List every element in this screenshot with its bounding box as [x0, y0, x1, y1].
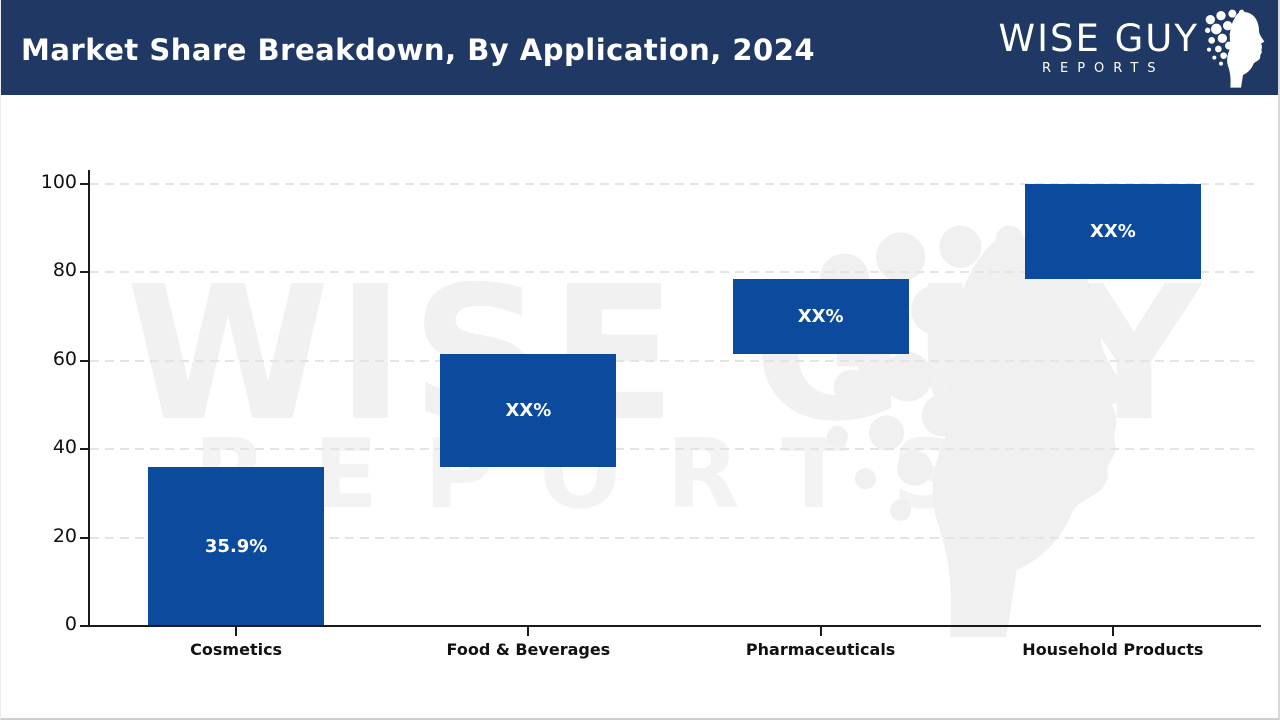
gridline-y-40 [90, 448, 1259, 451]
wise-guy-reports-logo: WISE GUY REPORTS [999, 4, 1275, 92]
y-tick-mark-0 [80, 625, 89, 627]
y-tick-label-40: 40 [52, 436, 77, 459]
x-axis-line [88, 625, 1261, 627]
x-tick-mark-food-beverages [527, 627, 530, 636]
y-tick-mark-40 [80, 448, 89, 451]
x-tick-mark-cosmetics [235, 627, 238, 636]
bar-pharmaceuticals: XX% [732, 278, 909, 355]
bar-cosmetics: 35.9% [148, 467, 325, 626]
gridline-y-100 [90, 183, 1259, 185]
y-tick-mark-60 [80, 359, 89, 362]
logo-text: WISE GUY REPORTS [998, 17, 1199, 76]
y-tick-mark-100 [80, 183, 89, 185]
y-tick-mark-20 [80, 536, 89, 539]
bar-household-products: XX% [1024, 184, 1201, 279]
gridline-y-80 [90, 271, 1259, 274]
y-tick-label-0: 0 [64, 613, 77, 635]
header-bar: Market Share Breakdown, By Application, … [1, 0, 1278, 95]
logo-wiseguy-label: WISE GUY [998, 17, 1199, 60]
y-tick-label-80: 80 [52, 259, 77, 282]
y-tick-label-60: 60 [52, 347, 77, 370]
bar-food-beverages: XX% [440, 354, 617, 468]
page-title: Market Share Breakdown, By Application, … [21, 33, 816, 67]
x-category-label-food-beverages: Food & Beverages [446, 640, 611, 659]
x-category-label-pharmaceuticals: Pharmaceuticals [745, 640, 896, 659]
y-tick-mark-80 [80, 271, 89, 274]
y-tick-label-20: 20 [52, 524, 77, 547]
logo-reports-label: REPORTS [1041, 60, 1165, 76]
logo-dotted-head-icon [1203, 9, 1271, 89]
x-category-label-cosmetics: Cosmetics [190, 640, 283, 659]
gridline-y-20 [90, 536, 1259, 539]
x-tick-mark-household-products [1111, 627, 1114, 636]
x-category-label-household-products: Household Products [1022, 640, 1204, 659]
y-axis-line [88, 170, 90, 627]
x-tick-mark-pharmaceuticals [819, 627, 822, 636]
gridline-y-60 [90, 359, 1259, 362]
y-tick-label-100: 100 [40, 171, 77, 193]
